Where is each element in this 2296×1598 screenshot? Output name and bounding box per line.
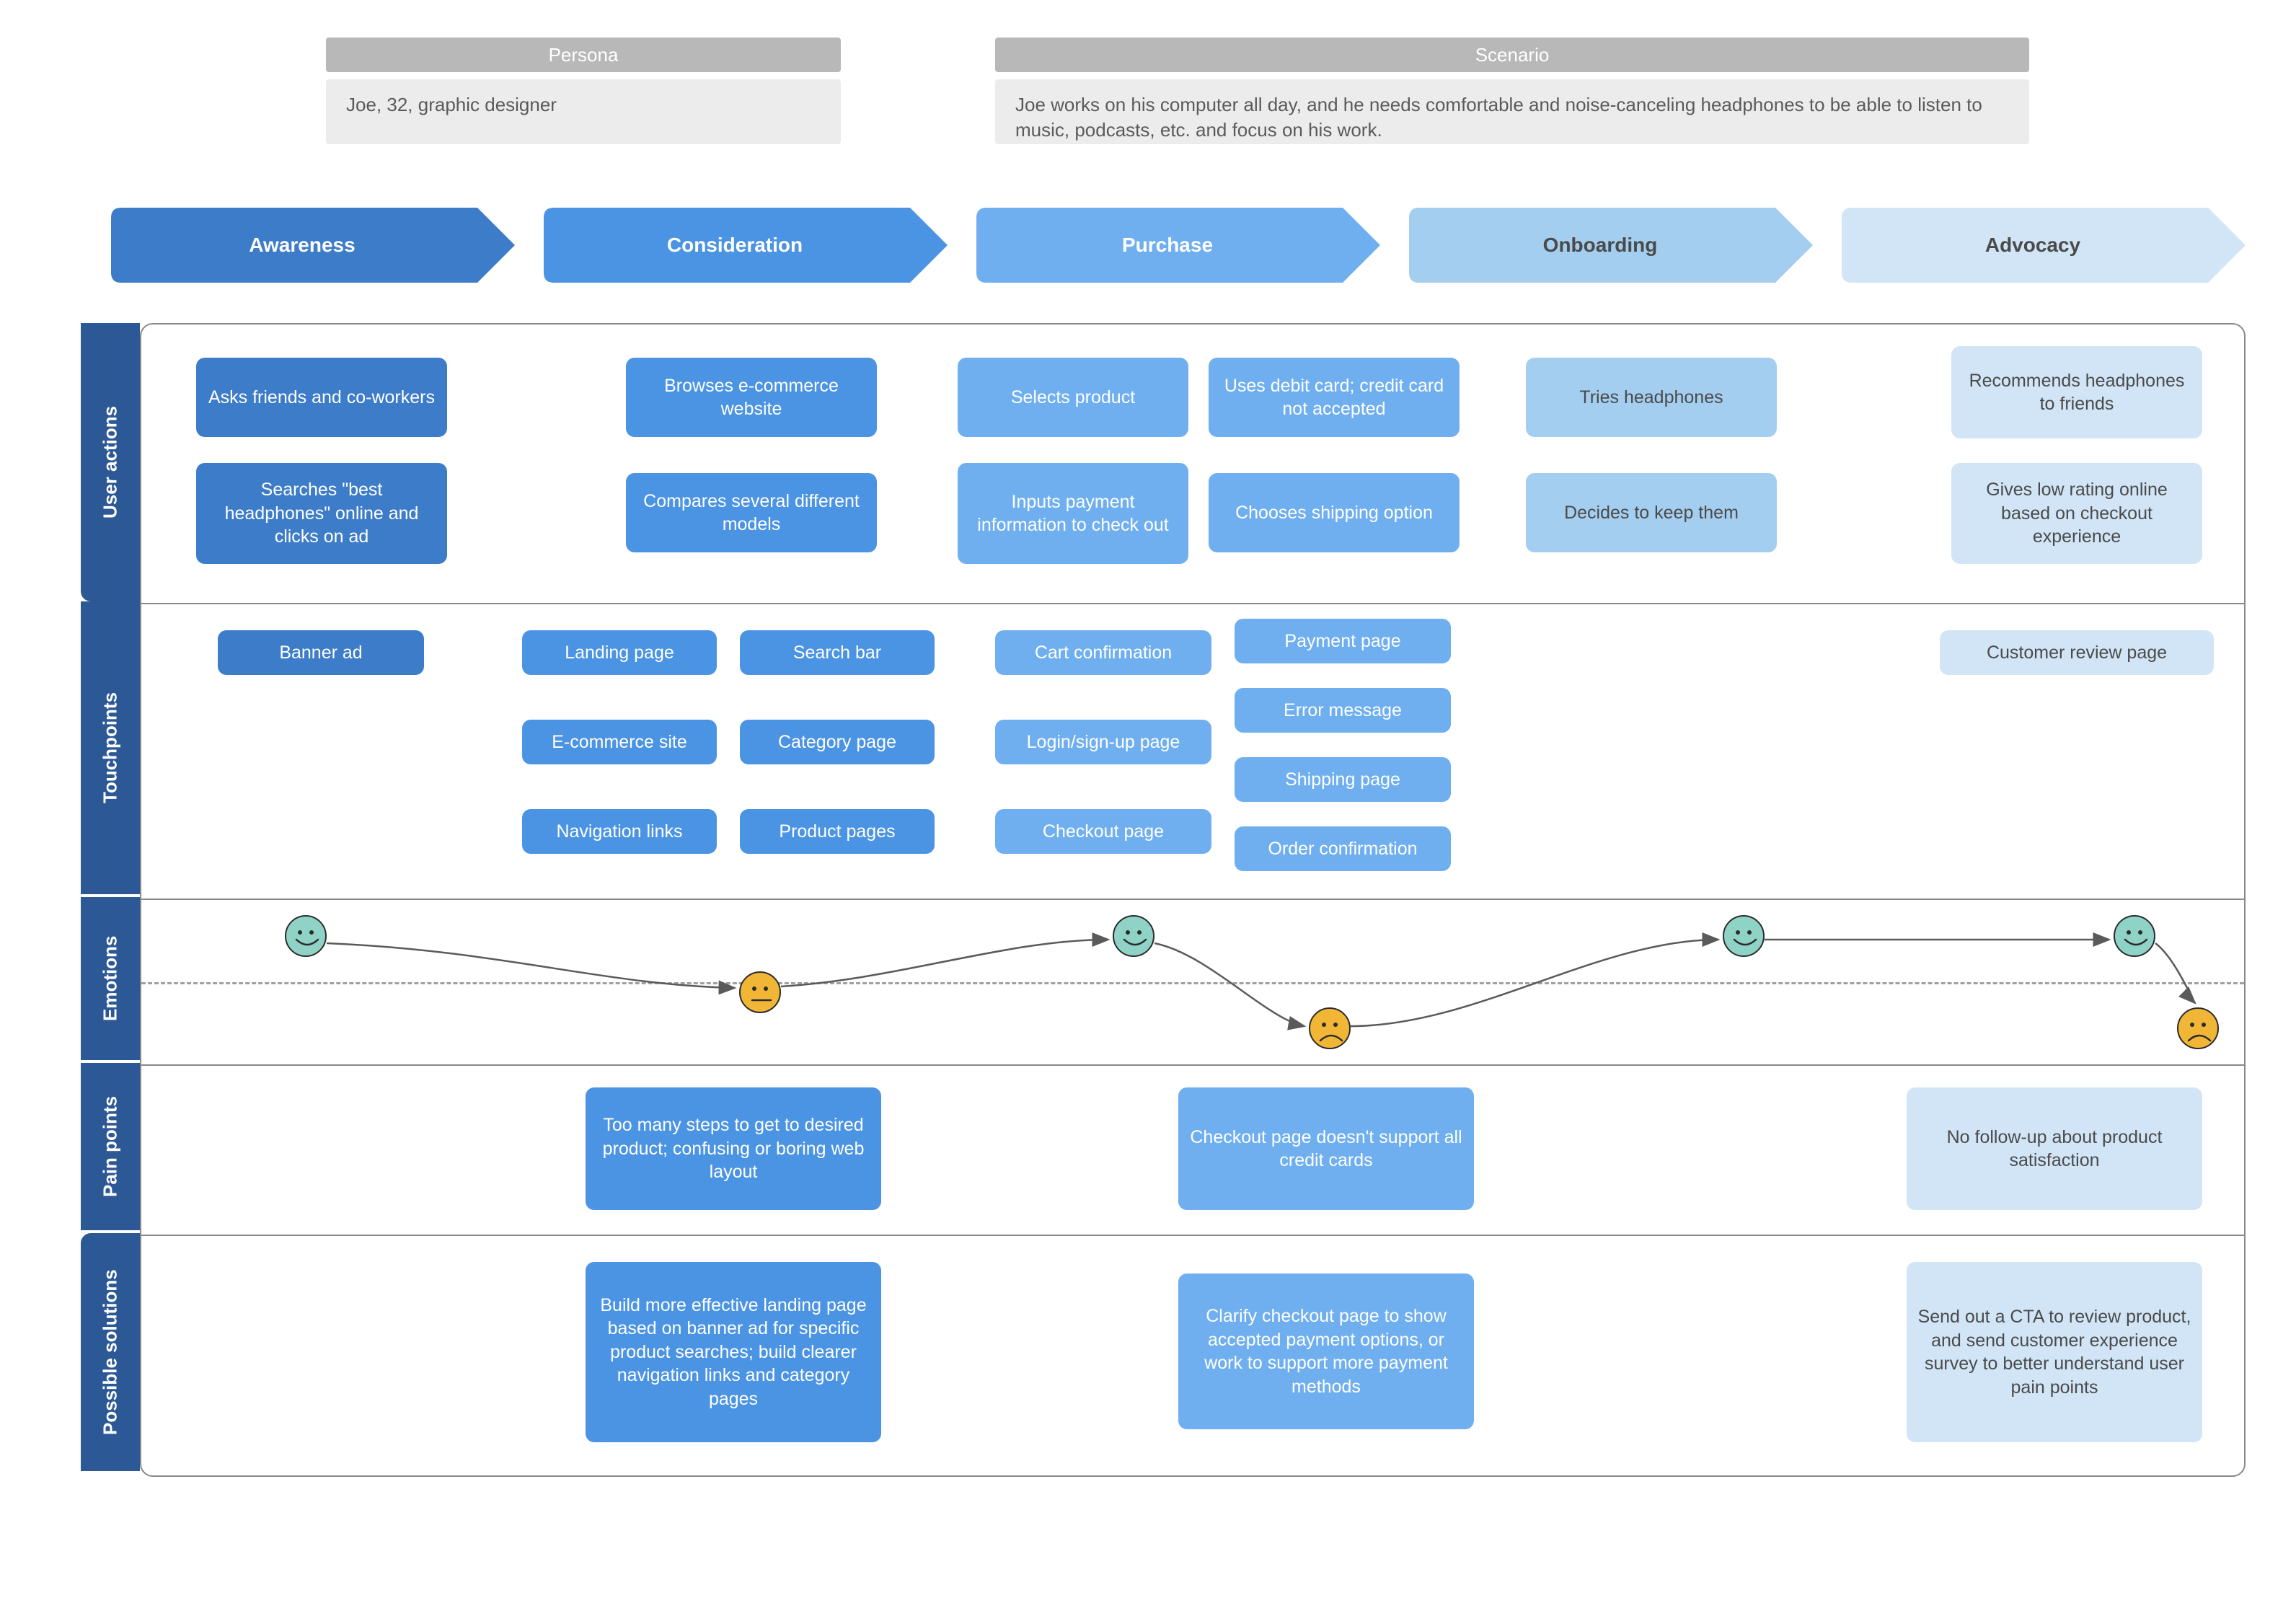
stage-label: Purchase xyxy=(976,208,1380,283)
stage-consideration: Consideration xyxy=(544,208,948,283)
row-touchpoints: Banner ad Landing page Search bar E-commerc… xyxy=(141,603,2244,899)
journey-card: Product pages xyxy=(740,809,935,854)
scenario-header-body: Joe works on his computer all day, and h… xyxy=(995,79,2029,144)
journey-card: Landing page xyxy=(522,630,717,675)
journey-card: Recommends headphones to friends xyxy=(1951,346,2202,438)
sidebar-label: Emotions xyxy=(81,897,140,1063)
journey-card: Gives low rating online based on checkou… xyxy=(1951,463,2202,564)
sidebar-label: Touchpoints xyxy=(81,601,140,897)
stage-awareness: Awareness xyxy=(111,208,515,283)
journey-card: Checkout page xyxy=(995,809,1211,854)
journey-card: Customer review page xyxy=(1940,630,2214,675)
stage-label: Consideration xyxy=(544,208,948,283)
stage-label: Awareness xyxy=(111,208,515,283)
stage-label: Onboarding xyxy=(1409,208,1813,283)
emotion-face-sad xyxy=(1309,1007,1351,1049)
row-emotions xyxy=(141,899,2244,1064)
emotion-face-happy xyxy=(2114,915,2155,957)
stage-label: Advocacy xyxy=(1842,208,2246,283)
journey-card: Inputs payment information to check out xyxy=(958,463,1188,564)
journey-card: Banner ad xyxy=(218,630,424,675)
journey-card: Error message xyxy=(1235,688,1451,733)
persona-header-title: Persona xyxy=(326,37,841,72)
journey-grid-frame: Asks friends and co-workers Searches "bes… xyxy=(140,323,2246,1477)
journey-card: Decides to keep them xyxy=(1526,473,1777,552)
stage-purchase: Purchase xyxy=(976,208,1380,283)
persona-header-body: Joe, 32, graphic designer xyxy=(326,79,841,144)
journey-card: Category page xyxy=(740,720,935,764)
journey-card: Selects product xyxy=(958,358,1188,437)
row-pain-points: Too many steps to get to desired product… xyxy=(141,1064,2244,1235)
emotion-arrows xyxy=(141,900,2246,1066)
journey-card: Chooses shipping option xyxy=(1209,473,1460,552)
journey-card: Searches "best headphones" online and cl… xyxy=(196,463,447,564)
journey-card: Browses e-commerce website xyxy=(626,358,877,437)
journey-card: Login/sign-up page xyxy=(995,720,1211,764)
stage-advocacy: Advocacy xyxy=(1842,208,2246,283)
journey-card: Navigation links xyxy=(522,809,717,854)
emotion-face-neutral xyxy=(739,971,781,1013)
journey-card: Tries headphones xyxy=(1526,358,1777,437)
row-solutions: Build more effective landing page based … xyxy=(141,1235,2244,1475)
stage-onboarding: Onboarding xyxy=(1409,208,1813,283)
emotion-face-happy xyxy=(1723,915,1765,957)
sidebar-label: User actions xyxy=(81,323,140,601)
sidebar-label: Possible solutions xyxy=(81,1233,140,1474)
journey-map-canvas: Persona Joe, 32, graphic designer Scenar… xyxy=(0,0,2296,1598)
emotion-face-happy xyxy=(285,915,327,957)
row-user-actions: Asks friends and co-workers Searches "bes… xyxy=(141,325,2244,603)
journey-card: Uses debit card; credit card not accepte… xyxy=(1209,358,1460,437)
journey-card: Too many steps to get to desired product… xyxy=(586,1087,881,1210)
journey-card: Payment page xyxy=(1235,619,1451,663)
sidebar-label: Pain points xyxy=(81,1063,140,1233)
journey-card: Order confirmation xyxy=(1235,826,1451,871)
journey-card: No follow-up about product satisfaction xyxy=(1907,1087,2202,1210)
journey-card: Build more effective landing page based … xyxy=(586,1262,881,1442)
row-labels-sidebar: User actionsTouchpointsEmotionsPain poin… xyxy=(81,323,140,1474)
journey-card: Checkout page doesn't support all credit… xyxy=(1178,1087,1474,1210)
journey-card: Clarify checkout page to show accepted p… xyxy=(1178,1273,1474,1429)
scenario-header-title: Scenario xyxy=(995,37,2029,72)
journey-card: Search bar xyxy=(740,630,935,675)
journey-card: E-commerce site xyxy=(522,720,717,764)
journey-card: Compares several different models xyxy=(626,473,877,552)
journey-card: Cart confirmation xyxy=(995,630,1211,675)
journey-card: Send out a CTA to review product, and se… xyxy=(1907,1262,2202,1442)
journey-card: Asks friends and co-workers xyxy=(196,358,447,437)
emotion-face-happy xyxy=(1113,915,1154,957)
journey-card: Shipping page xyxy=(1235,757,1451,802)
emotion-face-sad xyxy=(2177,1007,2219,1049)
